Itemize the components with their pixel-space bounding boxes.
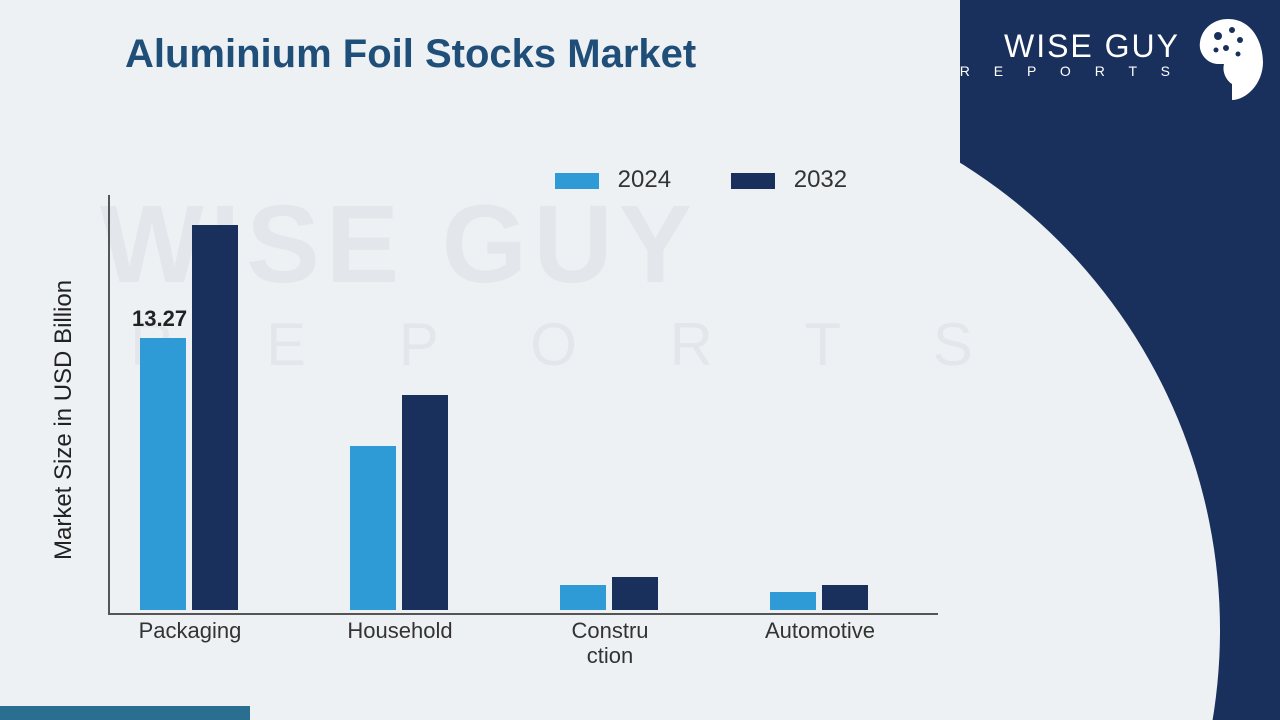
value-label: 13.27 (132, 306, 187, 332)
x-label-2: Construction (530, 618, 690, 669)
legend-label-2032: 2032 (794, 166, 847, 193)
x-label-3: Automotive (740, 618, 900, 643)
logo-line2: R E P O R T S (960, 63, 1180, 79)
bar-2024-1 (350, 446, 396, 610)
legend-item-2032: 2032 (731, 166, 847, 194)
logo-line1: WISE GUY (960, 28, 1180, 65)
chart-stage: WISE GUY R E P O R T S Aluminium Foil St… (0, 0, 1280, 720)
bar-2024-3 (770, 592, 816, 610)
bar-2032-0 (192, 225, 238, 610)
bar-2032-1 (402, 395, 448, 610)
bar-2024-0 (140, 338, 186, 610)
x-label-0: Packaging (110, 618, 270, 643)
bar-2032-3 (822, 585, 868, 610)
legend: 2024 2032 (555, 166, 847, 194)
x-axis-line (108, 613, 938, 615)
legend-item-2024: 2024 (555, 166, 671, 194)
legend-label-2024: 2024 (618, 166, 671, 193)
legend-swatch-2032 (731, 173, 775, 189)
logo-head-icon (1188, 14, 1268, 104)
bar-2024-2 (560, 585, 606, 610)
brand-logo: WISE GUY R E P O R T S (960, 28, 1180, 79)
plot-area: PackagingHouseholdConstructionAutomotive… (110, 200, 930, 610)
bar-2032-2 (612, 577, 658, 610)
chart-title: Aluminium Foil Stocks Market (125, 32, 696, 77)
legend-swatch-2024 (555, 173, 599, 189)
y-axis-label: Market Size in USD Billion (50, 280, 78, 560)
x-label-1: Household (320, 618, 480, 643)
bottom-accent-strip (0, 706, 250, 720)
